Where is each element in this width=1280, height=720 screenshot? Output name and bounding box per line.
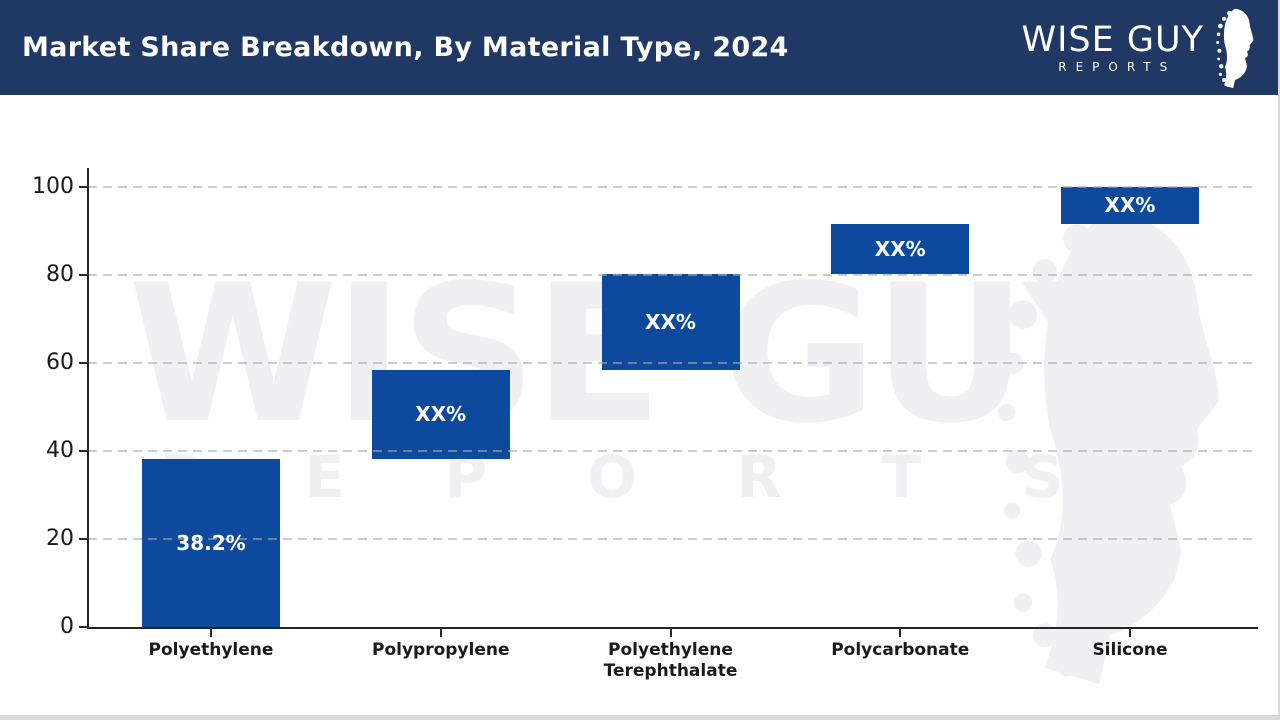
x-tick-3 bbox=[899, 629, 902, 637]
bar-value-label: XX% bbox=[874, 237, 926, 262]
x-tick-1 bbox=[439, 629, 442, 637]
y-tick-0 bbox=[79, 626, 87, 628]
wise-guy-logo: WISE GUY REPORTS bbox=[1021, 6, 1278, 90]
y-tick-label-0: 0 bbox=[60, 614, 74, 639]
gridline-60 bbox=[88, 362, 1258, 364]
bar-value-label: XX% bbox=[415, 402, 467, 427]
x-category-label: Polypropylene bbox=[371, 640, 510, 660]
gridline-80 bbox=[88, 274, 1258, 276]
gridline-40 bbox=[88, 450, 1258, 452]
bar-value-label: XX% bbox=[1104, 193, 1156, 218]
bar-value-label: XX% bbox=[645, 310, 696, 335]
y-tick-60 bbox=[79, 362, 87, 364]
x-axis bbox=[87, 627, 1258, 629]
watermark-face-icon bbox=[998, 211, 1219, 685]
bar-silicone bbox=[1061, 187, 1199, 224]
logo-face-icon bbox=[1216, 8, 1254, 88]
bottom-strip bbox=[0, 715, 1278, 720]
y-tick-80 bbox=[79, 274, 87, 276]
y-tick-20 bbox=[79, 538, 87, 540]
gridline-100 bbox=[88, 186, 1258, 188]
page-title: Market Share Breakdown, By Material Type… bbox=[22, 32, 789, 63]
header: Market Share Breakdown, By Material Type… bbox=[0, 0, 1278, 95]
y-tick-label-80: 80 bbox=[46, 262, 74, 287]
y-tick-100 bbox=[79, 186, 87, 188]
bar-polypropylene bbox=[371, 370, 510, 459]
bar-polyethylene bbox=[142, 458, 280, 627]
x-tick-2 bbox=[669, 629, 672, 637]
x-category-label: Polycarbonate bbox=[831, 640, 970, 660]
y-tick-label-40: 40 bbox=[46, 438, 74, 463]
logo-text: WISE GUY REPORTS bbox=[1021, 22, 1204, 74]
logo-wiseguy-label: WISE GUY bbox=[1021, 19, 1204, 60]
bar-polycarbonate bbox=[831, 223, 970, 275]
x-tick-4 bbox=[1129, 629, 1131, 637]
x-category-label: Polyethylene Terephthalate bbox=[603, 640, 738, 681]
x-category-label: Polyethylene bbox=[148, 640, 274, 660]
x-tick-0 bbox=[210, 629, 212, 637]
bar-value-label: 38.2% bbox=[176, 530, 246, 555]
watermark-reports-text: R E P O R T S bbox=[160, 443, 1104, 511]
y-tick-label-100: 100 bbox=[32, 174, 74, 199]
bar-polyethylene-terephthalate bbox=[601, 274, 740, 371]
gridline-20 bbox=[88, 538, 1258, 540]
x-category-label: Silicone bbox=[1092, 640, 1168, 660]
y-tick-40 bbox=[79, 450, 87, 452]
logo-reports-label: REPORTS bbox=[1058, 59, 1177, 74]
y-tick-label-60: 60 bbox=[46, 350, 74, 375]
y-axis bbox=[87, 168, 89, 629]
y-tick-label-20: 20 bbox=[46, 526, 74, 551]
